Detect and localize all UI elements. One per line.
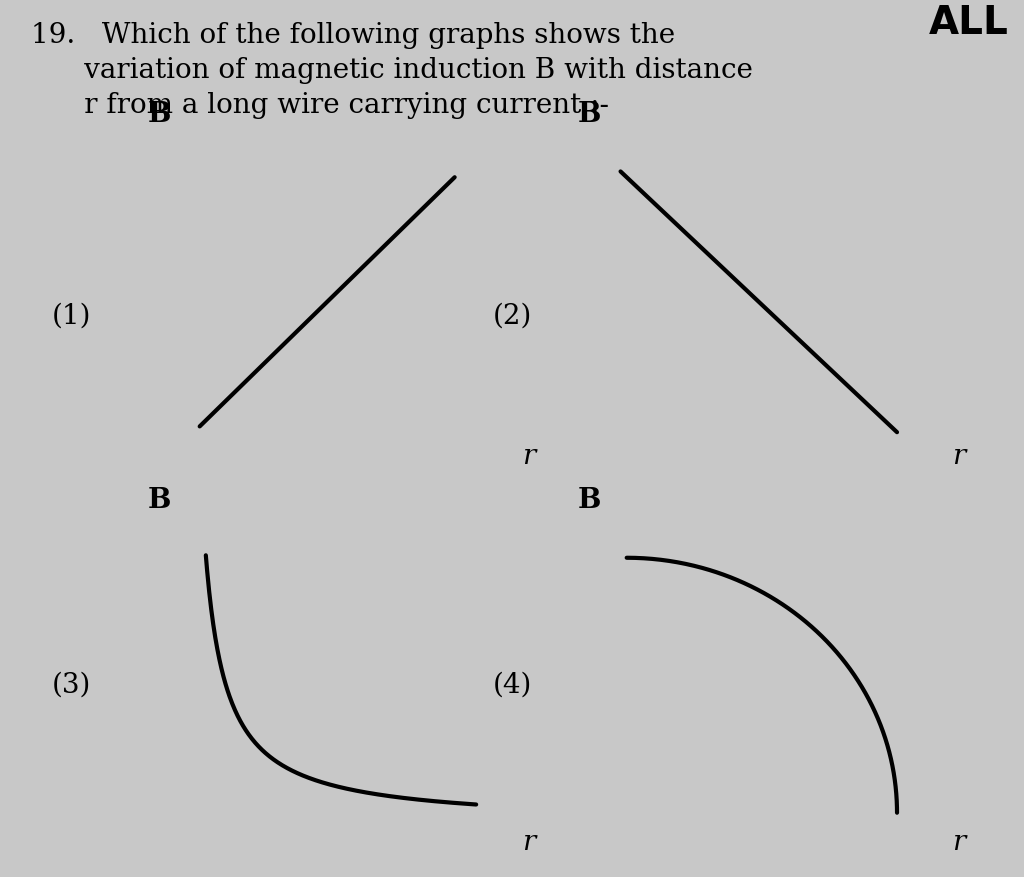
Text: (1): (1) bbox=[52, 303, 91, 329]
Text: (3): (3) bbox=[52, 671, 91, 697]
Text: B: B bbox=[579, 101, 601, 128]
Text: (4): (4) bbox=[493, 671, 531, 697]
Text: r from a long wire carrying current :-: r from a long wire carrying current :- bbox=[31, 92, 608, 119]
Text: r: r bbox=[952, 442, 965, 469]
Text: r: r bbox=[522, 828, 535, 855]
Text: ALL: ALL bbox=[929, 4, 1009, 42]
Text: variation of magnetic induction B with distance: variation of magnetic induction B with d… bbox=[31, 57, 753, 84]
Text: r: r bbox=[952, 828, 965, 855]
Text: 19.   Which of the following graphs shows the: 19. Which of the following graphs shows … bbox=[31, 22, 675, 49]
Text: r: r bbox=[522, 442, 535, 469]
Text: B: B bbox=[148, 487, 171, 514]
Text: (2): (2) bbox=[493, 303, 531, 329]
Text: B: B bbox=[579, 487, 601, 514]
Text: B: B bbox=[148, 101, 171, 128]
